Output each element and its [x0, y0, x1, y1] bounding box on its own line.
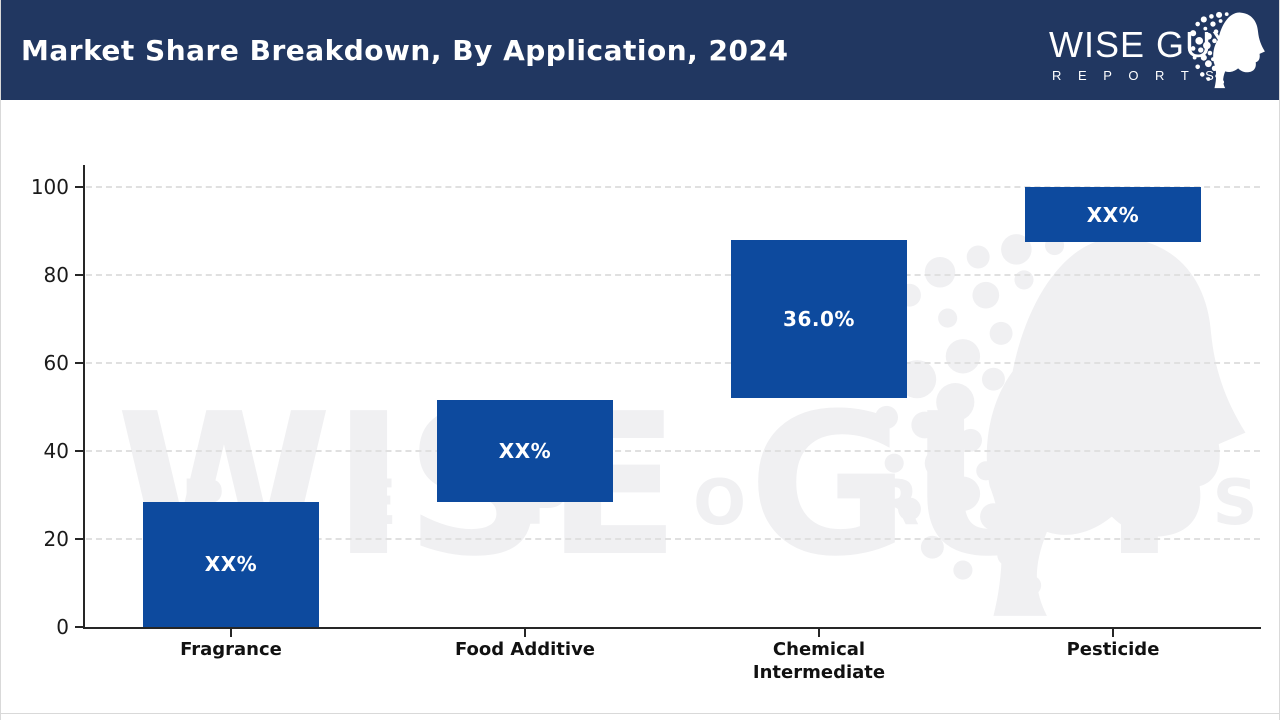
y-tick-mark — [75, 626, 84, 628]
gridline-y100 — [86, 186, 1260, 188]
y-tick-label: 100 — [30, 175, 69, 199]
bar-value-label: 36.0% — [783, 306, 855, 331]
x-tick-mark — [818, 629, 820, 637]
logo-reports-text: R E P O R T S — [1052, 68, 1221, 83]
y-tick-mark — [75, 186, 84, 188]
y-tick-mark — [75, 538, 84, 540]
y-tick-label: 40 — [43, 439, 69, 463]
bar-food-additive: XX% — [437, 400, 613, 502]
gridline-y40 — [86, 450, 1260, 452]
y-tick-mark — [75, 450, 84, 452]
gridline-y20 — [86, 538, 1260, 540]
x-category-label: Pesticide — [1066, 639, 1160, 660]
y-tick-label: 20 — [43, 527, 69, 551]
y-tick-label: 80 — [43, 263, 69, 287]
bar-chemical-intermediate: 36.0% — [731, 239, 907, 399]
chart-title: Market Share Breakdown, By Application, … — [21, 33, 789, 67]
bar-fragrance: XX% — [143, 501, 319, 627]
bar-value-label: XX% — [1086, 202, 1140, 227]
x-tick-mark — [230, 629, 232, 637]
x-axis-spine — [83, 627, 1261, 629]
report-header: Market Share Breakdown, By Application, … — [1, 0, 1279, 100]
logo-face-icon — [1190, 11, 1265, 89]
y-tick-label: 60 — [43, 351, 69, 375]
wise-guy-reports-logo: WISE GUY R E P O R T S — [1021, 6, 1271, 94]
bottom-border-line — [1, 713, 1279, 714]
x-category-label: Fragrance — [180, 639, 282, 660]
x-tick-mark — [524, 629, 526, 637]
y-tick-mark — [75, 274, 84, 276]
x-tick-mark — [1112, 629, 1114, 637]
y-axis-spine — [83, 165, 85, 629]
gridline-y80 — [86, 274, 1260, 276]
bar-pesticide: XX% — [1025, 187, 1201, 242]
bar-value-label: XX% — [204, 552, 258, 577]
y-tick-label: 0 — [56, 615, 69, 639]
bar-value-label: XX% — [498, 438, 552, 463]
gridline-y60 — [86, 362, 1260, 364]
y-tick-mark — [75, 362, 84, 364]
x-category-label: Food Additive — [454, 639, 596, 660]
x-category-label: Chemical Intermediate — [752, 639, 886, 683]
